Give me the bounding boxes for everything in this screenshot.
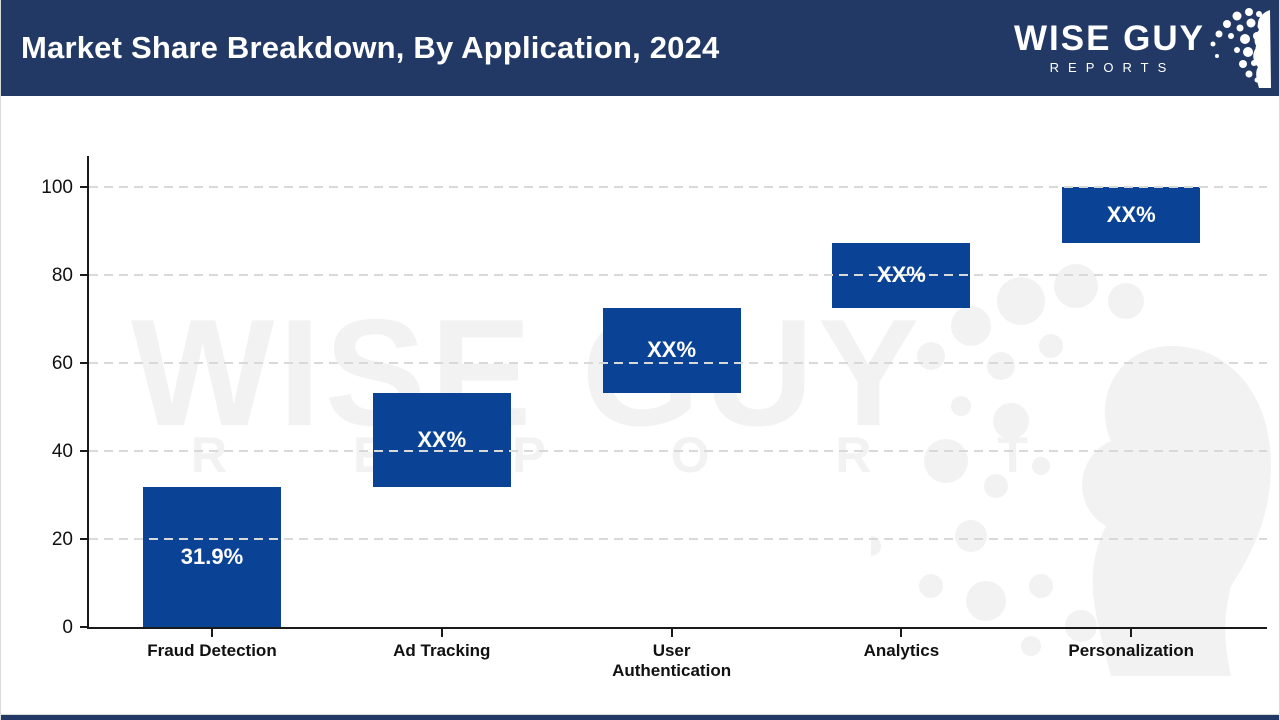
y-tick-label-40: 40	[51, 441, 73, 462]
x-tick-label-analytics: Analytics	[863, 641, 940, 660]
x-tick-label-ad-tracking: Ad Tracking	[393, 641, 491, 660]
x-tick-mark	[211, 629, 213, 637]
bar-fraud-detection: 31.9%	[143, 486, 281, 627]
x-tick-label-user-authentication: User Authentication	[612, 641, 732, 680]
gridline-60	[89, 362, 1267, 364]
watermark-text: WISE GUY	[131, 288, 924, 458]
gridline-80	[89, 274, 1267, 276]
gridline-100	[89, 186, 1267, 188]
bar-value-label: XX%	[876, 262, 926, 288]
y-axis	[87, 156, 89, 629]
footer-bar	[1, 715, 1279, 720]
y-tick-mark	[80, 538, 87, 540]
logo-text: WISE GUY REPORTS	[1013, 18, 1205, 75]
x-tick-mark	[440, 629, 443, 637]
x-tick-label-fraud-detection: Fraud Detection	[147, 641, 277, 660]
wiseguy-logo: WISE GUY REPORTS	[1014, 6, 1271, 88]
bar-value-label: XX%	[417, 426, 467, 452]
bar-value-label: XX%	[1106, 201, 1156, 227]
x-tick-label-personalization: Personalization	[1068, 641, 1194, 660]
bar-personalization: XX%	[1062, 187, 1201, 243]
y-tick-label-100: 100	[41, 177, 73, 198]
x-axis	[87, 627, 1267, 629]
gridline-40	[89, 450, 1267, 452]
bar-value-label: 31.9%	[180, 543, 244, 569]
chart-area: WISE GUY R E P O R T S 31.9% XX% XX% XX% XX%…	[1, 96, 1279, 706]
watermark-subtext: R E P O R T S	[191, 427, 1244, 483]
y-tick-mark	[80, 450, 87, 452]
bar-user-authentication: XX%	[602, 307, 741, 393]
y-tick-mark	[80, 626, 87, 628]
logo-wordmark: WISE GUY	[1013, 18, 1205, 58]
x-tick-mark	[670, 629, 673, 637]
y-tick-label-60: 60	[51, 353, 73, 374]
logo-subtitle: REPORTS	[1049, 59, 1176, 75]
page-title: Market Share Breakdown, By Application, …	[21, 30, 720, 65]
y-tick-mark	[80, 274, 87, 276]
y-tick-label-0: 0	[62, 617, 73, 638]
y-tick-mark	[80, 362, 87, 364]
x-tick-mark	[1130, 629, 1133, 637]
y-tick-mark	[80, 186, 87, 188]
footer-hairline	[1, 714, 1279, 715]
x-tick-mark	[900, 629, 903, 637]
header-bar: Market Share Breakdown, By Application, …	[1, 0, 1279, 96]
bar-value-label: XX%	[647, 337, 697, 363]
logo-face-icon	[1210, 8, 1271, 88]
y-tick-label-20: 20	[51, 529, 73, 550]
y-tick-label-80: 80	[51, 265, 73, 286]
bar-ad-tracking: XX%	[372, 392, 511, 487]
gridline-20	[89, 538, 1267, 540]
